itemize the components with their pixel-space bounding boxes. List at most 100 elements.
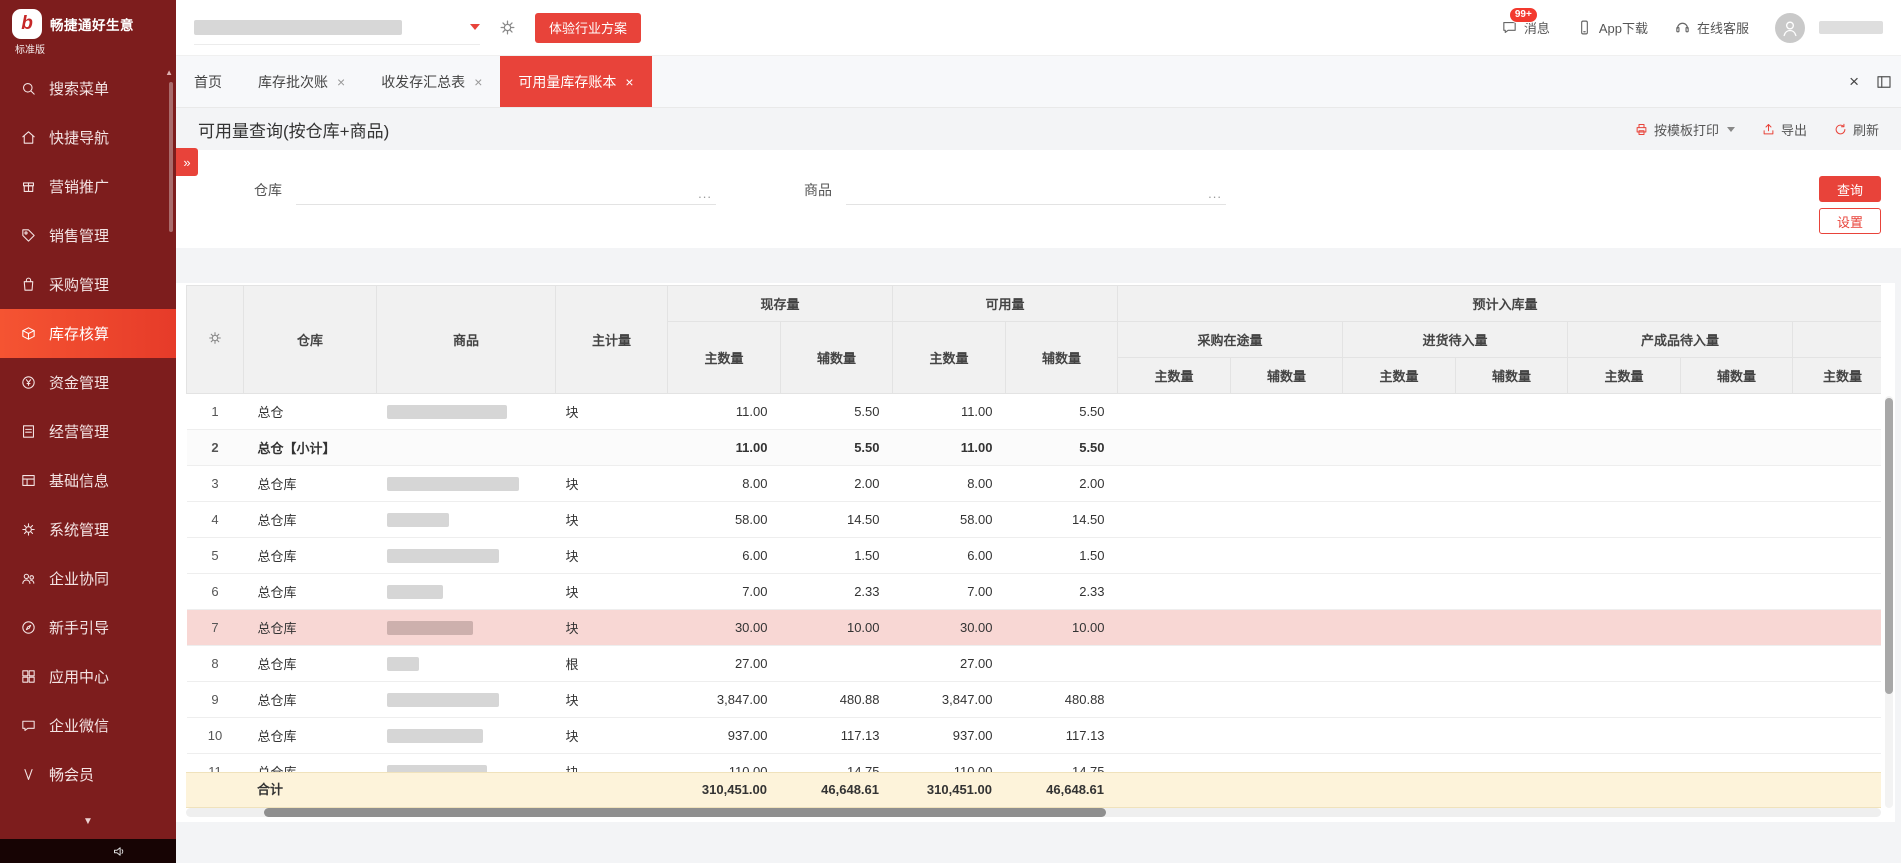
sidebar-item-funds[interactable]: 资金管理 [0, 358, 176, 407]
sidebar-item-search[interactable]: 搜索菜单 [0, 64, 176, 113]
user-account[interactable] [1775, 12, 1883, 43]
tab-close-icon[interactable]: × [625, 73, 634, 90]
qty-cell: 8.00 [892, 465, 1006, 502]
header-main-unit: 主计量 [555, 285, 668, 394]
sidebar-scroll-down-icon[interactable]: ▼ [83, 816, 93, 827]
empty-cell [1792, 609, 1881, 646]
warehouse-filter-input[interactable]: ... [296, 178, 716, 205]
table-row[interactable]: 10 总仓库块 937.00 117.13 937.00 117.13 [186, 717, 1881, 754]
empty-cell [1680, 501, 1793, 538]
close-icon[interactable]: × [1849, 71, 1859, 91]
redacted-product-name [386, 621, 473, 636]
sidebar-item-apps[interactable]: 应用中心 [0, 652, 176, 701]
header-subgroup-finished-pending: 产成品待入量 [1567, 321, 1794, 358]
empty-cell [1117, 609, 1231, 646]
tab-close-icon[interactable]: × [474, 73, 483, 90]
sidebar-item-home[interactable]: 快捷导航 [0, 113, 176, 162]
horizontal-scrollbar[interactable] [186, 808, 1881, 817]
table-row[interactable]: 2 总仓【小计】 11.00 5.50 11.00 5.50 [186, 429, 1881, 466]
product-picker-trigger[interactable]: ... [1208, 186, 1222, 201]
expand-icon[interactable]: » [176, 148, 198, 176]
print-by-template-button[interactable]: 按模板打印 [1634, 120, 1735, 139]
empty-cell [1342, 429, 1456, 466]
empty-cell [1567, 717, 1681, 754]
table-body: 1 总仓块 11.00 5.50 11.00 5.50 2 总仓【小计】 11.00 5.50 11… [186, 393, 1881, 790]
gear-icon[interactable] [498, 18, 517, 37]
table-row[interactable]: 4 总仓库块 58.00 14.50 58.00 14.50 [186, 501, 1881, 538]
qty-cell: 11.00 [667, 429, 781, 466]
table-row[interactable]: 9 总仓库块 3,847.00 480.88 3,847.00 480.88 [186, 681, 1881, 718]
table-row[interactable]: 8 总仓库根 27.00 27.00 [186, 645, 1881, 682]
messages-button[interactable]: 99+ 消息 [1501, 7, 1550, 37]
settings-button[interactable]: 设置 [1819, 208, 1881, 234]
table-row[interactable]: 6 总仓库块 7.00 2.33 7.00 2.33 [186, 573, 1881, 610]
tab-3[interactable]: 可用量库存账本 × [500, 56, 652, 107]
header-qty-main: 主数量 [1117, 357, 1232, 394]
vertical-scrollbar[interactable] [1885, 396, 1893, 808]
sidebar-item-inventory[interactable]: 库存核算 [0, 309, 176, 358]
empty-cell [1455, 645, 1568, 682]
qty-cell: 27.00 [892, 645, 1006, 682]
sidebar-item-wechat[interactable]: 企业微信 [0, 701, 176, 750]
empty-cell [1680, 717, 1793, 754]
warehouse-cell: 总仓【小计】 [243, 429, 377, 466]
sidebar-item-promo[interactable]: 营销推广 [0, 162, 176, 211]
sales-icon [20, 227, 37, 244]
avatar[interactable] [1775, 12, 1805, 43]
tab-2[interactable]: 收发存汇总表 × [363, 56, 500, 107]
row-number: 6 [186, 573, 244, 610]
sidebar-item-purchase[interactable]: 采购管理 [0, 260, 176, 309]
sidebar-item-member[interactable]: 畅会员 [0, 750, 176, 799]
empty-cell [1455, 609, 1568, 646]
phone-icon [1576, 19, 1593, 36]
sidebar-item-system[interactable]: 系统管理 [0, 505, 176, 554]
app-download-button[interactable]: App下载 [1576, 18, 1648, 37]
table-row[interactable]: 7 总仓库块 30.00 10.00 30.00 10.00 [186, 609, 1881, 646]
speaker-icon[interactable] [112, 844, 127, 859]
empty-cell [1342, 681, 1456, 718]
vertical-scrollbar-thumb[interactable] [1885, 398, 1893, 694]
qty-cell: 117.13 [1005, 717, 1118, 754]
sidebar-item-label: 搜索菜单 [49, 81, 110, 98]
qty-cell: 8.00 [667, 465, 781, 502]
sidebar-item-sales[interactable]: 销售管理 [0, 211, 176, 260]
tab-0[interactable]: 首页 [176, 56, 240, 107]
tab-1[interactable]: 库存批次账 × [240, 56, 363, 107]
total-value: 310,451.00 [701, 782, 767, 797]
unit-cell: 块 [555, 465, 668, 502]
sidebar-scroll-up-icon[interactable]: ▲ [165, 68, 173, 77]
qty-cell: 117.13 [780, 717, 893, 754]
tabbar: 首页 库存批次账 × 收发存汇总表 × 可用量库存账本 × × [176, 56, 1901, 108]
company-select[interactable] [194, 11, 480, 45]
empty-cell [1567, 429, 1681, 466]
table-row[interactable]: 5 总仓库块 6.00 1.50 6.00 1.50 [186, 537, 1881, 574]
sidebar-item-collab[interactable]: 企业协同 [0, 554, 176, 603]
refresh-icon [1833, 122, 1848, 137]
chevron-down-icon [470, 24, 480, 30]
qty-cell: 2.00 [1005, 465, 1118, 502]
online-service-button[interactable]: 在线客服 [1674, 18, 1749, 37]
sidebar-item-guide[interactable]: 新手引导 [0, 603, 176, 652]
horizontal-scrollbar-thumb[interactable] [264, 808, 1106, 817]
export-button[interactable]: 导出 [1761, 120, 1807, 139]
sidebar-item-operations[interactable]: 经营管理 [0, 407, 176, 456]
warehouse-picker-trigger[interactable]: ... [698, 186, 712, 201]
tab-close-icon[interactable]: × [337, 73, 346, 90]
column-settings-header[interactable] [186, 285, 244, 394]
sidebar-scrollbar[interactable] [169, 82, 173, 232]
product-filter-input[interactable]: ... [846, 178, 1226, 205]
qty-cell: 10.00 [780, 609, 893, 646]
empty-cell [1230, 393, 1343, 430]
purchase-icon [20, 276, 37, 293]
table-row[interactable]: 3 总仓库块 8.00 2.00 8.00 2.00 [186, 465, 1881, 502]
refresh-button[interactable]: 刷新 [1833, 120, 1879, 139]
table-row[interactable]: 1 总仓块 11.00 5.50 11.00 5.50 [186, 393, 1881, 430]
trial-solution-button[interactable]: 体验行业方案 [535, 12, 642, 43]
panel-icon[interactable] [1875, 73, 1893, 91]
warehouse-cell: 总仓 [243, 393, 377, 430]
redacted-product-name [386, 477, 519, 492]
wechat-icon [20, 717, 37, 734]
query-button[interactable]: 查询 [1819, 176, 1881, 202]
column-settings-icon[interactable] [207, 330, 223, 346]
sidebar-item-base-info[interactable]: 基础信息 [0, 456, 176, 505]
